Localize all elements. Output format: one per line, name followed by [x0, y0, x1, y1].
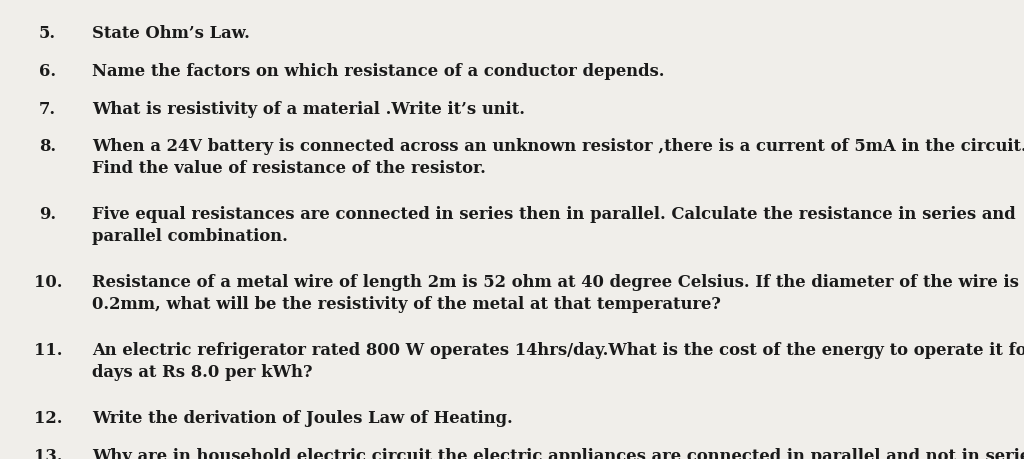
- Text: 12.: 12.: [34, 410, 62, 427]
- Text: When a 24V battery is connected across an unknown resistor ,there is a current o: When a 24V battery is connected across a…: [92, 138, 1024, 177]
- Text: 9.: 9.: [39, 206, 56, 223]
- Text: State Ohm’s Law.: State Ohm’s Law.: [92, 25, 250, 42]
- Text: What is resistivity of a material .Write it’s unit.: What is resistivity of a material .Write…: [92, 101, 525, 118]
- Text: 5.: 5.: [39, 25, 56, 42]
- Text: Why are in household electric circuit the electric appliances are connected in p: Why are in household electric circuit th…: [92, 448, 1024, 459]
- Text: An electric refrigerator rated 800 W operates 14hrs/day.What is the cost of the : An electric refrigerator rated 800 W ope…: [92, 342, 1024, 381]
- Text: 7.: 7.: [39, 101, 56, 118]
- Text: Write the derivation of Joules Law of Heating.: Write the derivation of Joules Law of He…: [92, 410, 513, 427]
- Text: 6.: 6.: [39, 63, 56, 80]
- Text: Five equal resistances are connected in series then in parallel. Calculate the r: Five equal resistances are connected in …: [92, 206, 1016, 245]
- Text: 13.: 13.: [34, 448, 62, 459]
- Text: Name the factors on which resistance of a conductor depends.: Name the factors on which resistance of …: [92, 63, 665, 80]
- Text: 8.: 8.: [39, 138, 56, 155]
- Text: 10.: 10.: [34, 274, 62, 291]
- Text: 11.: 11.: [34, 342, 62, 359]
- Text: Resistance of a metal wire of length 2m is 52 ohm at 40 degree Celsius. If the d: Resistance of a metal wire of length 2m …: [92, 274, 1019, 313]
